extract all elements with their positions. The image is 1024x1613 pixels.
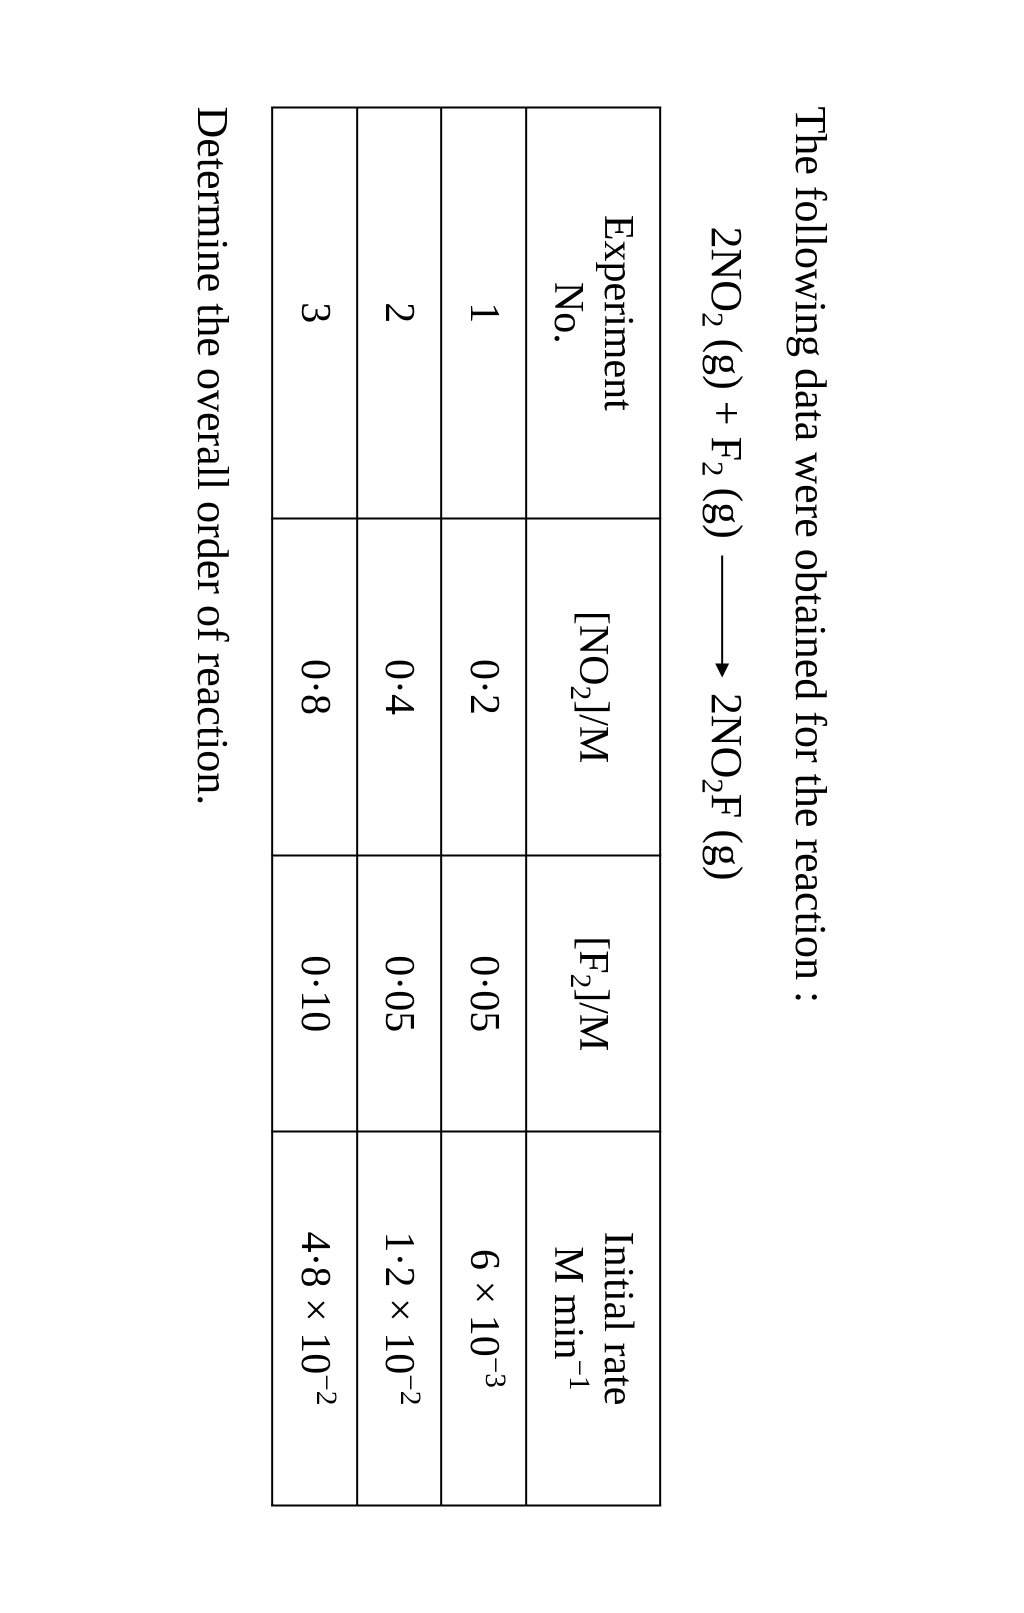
- header-no2: [NO2]/M: [526, 518, 661, 856]
- cell-rate-base: 4·8 × 10: [292, 1232, 338, 1375]
- cell-rate-exp: −2: [394, 1374, 426, 1405]
- table-row: 1 0·2 0·05 6 × 10−3: [441, 108, 525, 1506]
- arrow-icon: [722, 556, 724, 676]
- cell-f2: 0·05: [357, 856, 441, 1132]
- eq-rhs-state: (g): [702, 829, 751, 880]
- header-rate-line2-prefix: M min: [545, 1246, 591, 1359]
- cell-no2: 0·4: [357, 518, 441, 856]
- table-row: 2 0·4 0·05 1·2 × 10−2: [357, 108, 441, 1506]
- header-rate-line2-sup: −1: [563, 1359, 595, 1390]
- cell-rate-exp: −2: [310, 1374, 342, 1405]
- eq-lhs2-base: F: [702, 437, 751, 461]
- reaction-equation: 2NO2 (g) + F2 (g) 2NO2F (g): [701, 107, 752, 1507]
- eq-rhs-suffix: F: [702, 794, 751, 818]
- cell-exp: 3: [273, 108, 357, 519]
- cell-rate-base: 6 × 10: [461, 1249, 507, 1357]
- data-table: Experiment No. [NO2]/M [F2]/M Initial ra…: [272, 107, 662, 1507]
- header-experiment: Experiment No.: [526, 108, 661, 519]
- header-f2-prefix: [F: [570, 936, 616, 973]
- cell-no2: 0·8: [273, 518, 357, 856]
- eq-lhs1-coef: 2: [702, 227, 751, 249]
- cell-rate-exp: −3: [479, 1357, 511, 1388]
- eq-plus: +: [702, 390, 751, 437]
- eq-rhs-base: NO: [702, 715, 751, 779]
- cell-rate: 4·8 × 10−2: [273, 1132, 357, 1506]
- header-rate-line1: Initial rate: [595, 1232, 641, 1406]
- eq-lhs1-state: (g): [702, 338, 751, 389]
- table-row: 3 0·8 0·10 4·8 × 10−2: [273, 108, 357, 1506]
- cell-f2: 0·05: [441, 856, 525, 1132]
- eq-lhs1-base: NO: [702, 249, 751, 313]
- eq-lhs1-sub: 2: [696, 312, 730, 327]
- table-header-row: Experiment No. [NO2]/M [F2]/M Initial ra…: [526, 108, 661, 1506]
- cell-rate-base: 1·2 × 10: [376, 1232, 422, 1375]
- header-exp-line1: Experiment: [595, 215, 641, 411]
- cell-no2: 0·2: [441, 518, 525, 856]
- header-rate: Initial rate M min−1: [526, 1132, 661, 1506]
- cell-rate: 1·2 × 10−2: [357, 1132, 441, 1506]
- header-f2: [F2]/M: [526, 856, 661, 1132]
- header-no2-sub: 2: [564, 686, 596, 701]
- header-exp-line2: No.: [545, 282, 591, 344]
- intro-text: The following data were obtained for the…: [782, 107, 839, 1507]
- eq-lhs2-state: (g): [702, 488, 751, 539]
- header-no2-prefix: [NO: [570, 611, 616, 686]
- header-f2-sub: 2: [564, 974, 596, 989]
- eq-rhs-coef: 2: [702, 693, 751, 715]
- eq-rhs-sub1: 2: [696, 778, 730, 793]
- header-no2-suffix: ]/M: [570, 700, 616, 763]
- cell-f2: 0·10: [273, 856, 357, 1132]
- eq-lhs2-sub: 2: [696, 461, 730, 476]
- cell-rate: 6 × 10−3: [441, 1132, 525, 1506]
- cell-exp: 1: [441, 108, 525, 519]
- header-f2-suffix: ]/M: [570, 988, 616, 1051]
- conclusion-text: Determine the overall order of reaction.: [184, 107, 241, 1507]
- cell-exp: 2: [357, 108, 441, 519]
